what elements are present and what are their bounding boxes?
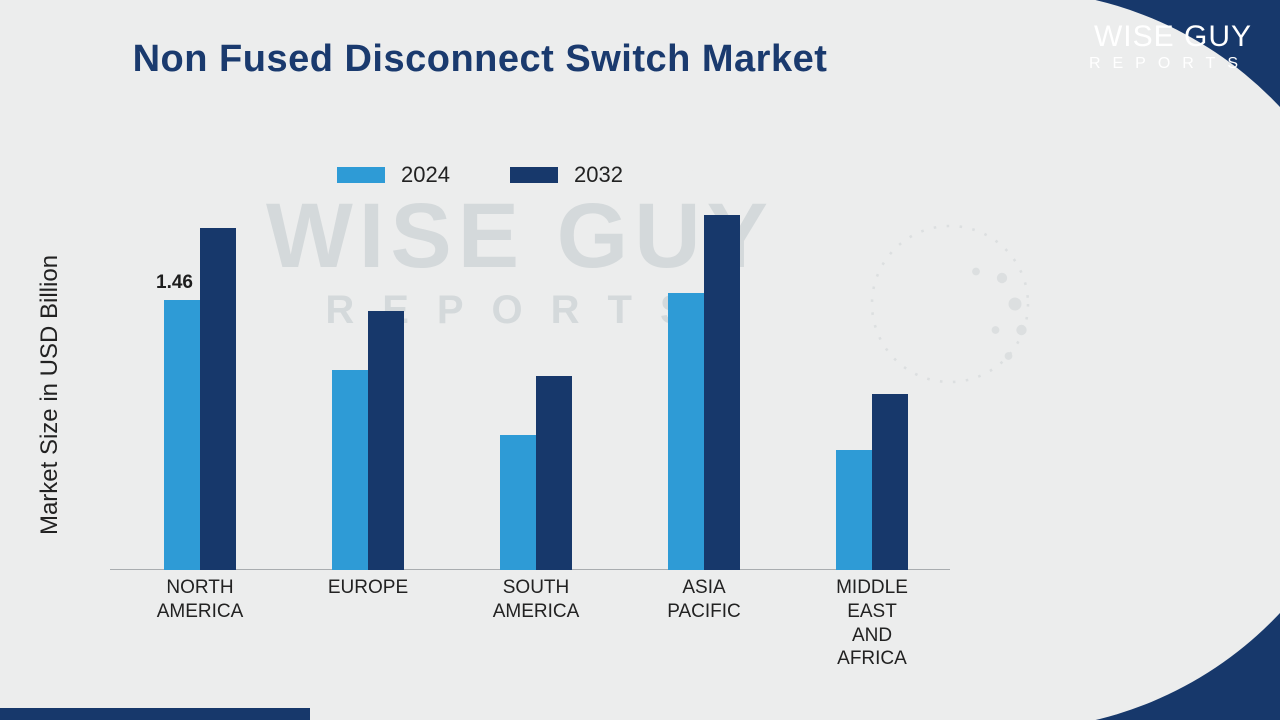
figure-canvas: WISE GUY REPORTS Non Fused Disconnect Sw… xyxy=(0,0,1280,720)
x-axis-labels: NORTHAMERICA EUROPE SOUTHAMERICA ASIAPACIFI… xyxy=(110,576,950,706)
legend-swatch xyxy=(337,167,385,183)
x-tick-label: SOUTHAMERICA xyxy=(466,576,606,624)
bar-2024 xyxy=(668,293,704,571)
plot-area: 1.46 xyxy=(110,200,950,570)
brand-logo: WISE GUY REPORTS xyxy=(1089,22,1252,72)
x-tick-label: MIDDLEEASTANDAFRICA xyxy=(802,576,942,671)
legend-label: 2024 xyxy=(401,162,450,188)
bar-2032 xyxy=(872,394,908,570)
bar-2032 xyxy=(536,376,572,570)
legend: 2024 2032 xyxy=(0,162,960,188)
bar-2024 xyxy=(836,450,872,570)
bar-2032 xyxy=(368,311,404,570)
legend-swatch xyxy=(510,167,558,183)
bar-2024 xyxy=(164,300,200,570)
bar-2024 xyxy=(332,370,368,570)
logo-line1: WISE GUY xyxy=(1089,22,1252,52)
legend-label: 2032 xyxy=(574,162,623,188)
logo-line2: REPORTS xyxy=(1089,56,1252,72)
legend-item-2032: 2032 xyxy=(510,162,623,188)
y-axis-label: Market Size in USD Billion xyxy=(36,255,64,535)
value-label: 1.46 xyxy=(156,272,193,294)
bar-2032 xyxy=(704,215,740,570)
footer-accent-bar xyxy=(0,708,310,720)
x-tick-label: EUROPE xyxy=(298,576,438,600)
legend-item-2024: 2024 xyxy=(337,162,450,188)
x-tick-label: NORTHAMERICA xyxy=(130,576,270,624)
chart-title: Non Fused Disconnect Switch Market xyxy=(0,38,960,81)
bar-2032 xyxy=(200,228,236,570)
x-tick-label: ASIAPACIFIC xyxy=(634,576,774,624)
bar-2024 xyxy=(500,435,536,570)
